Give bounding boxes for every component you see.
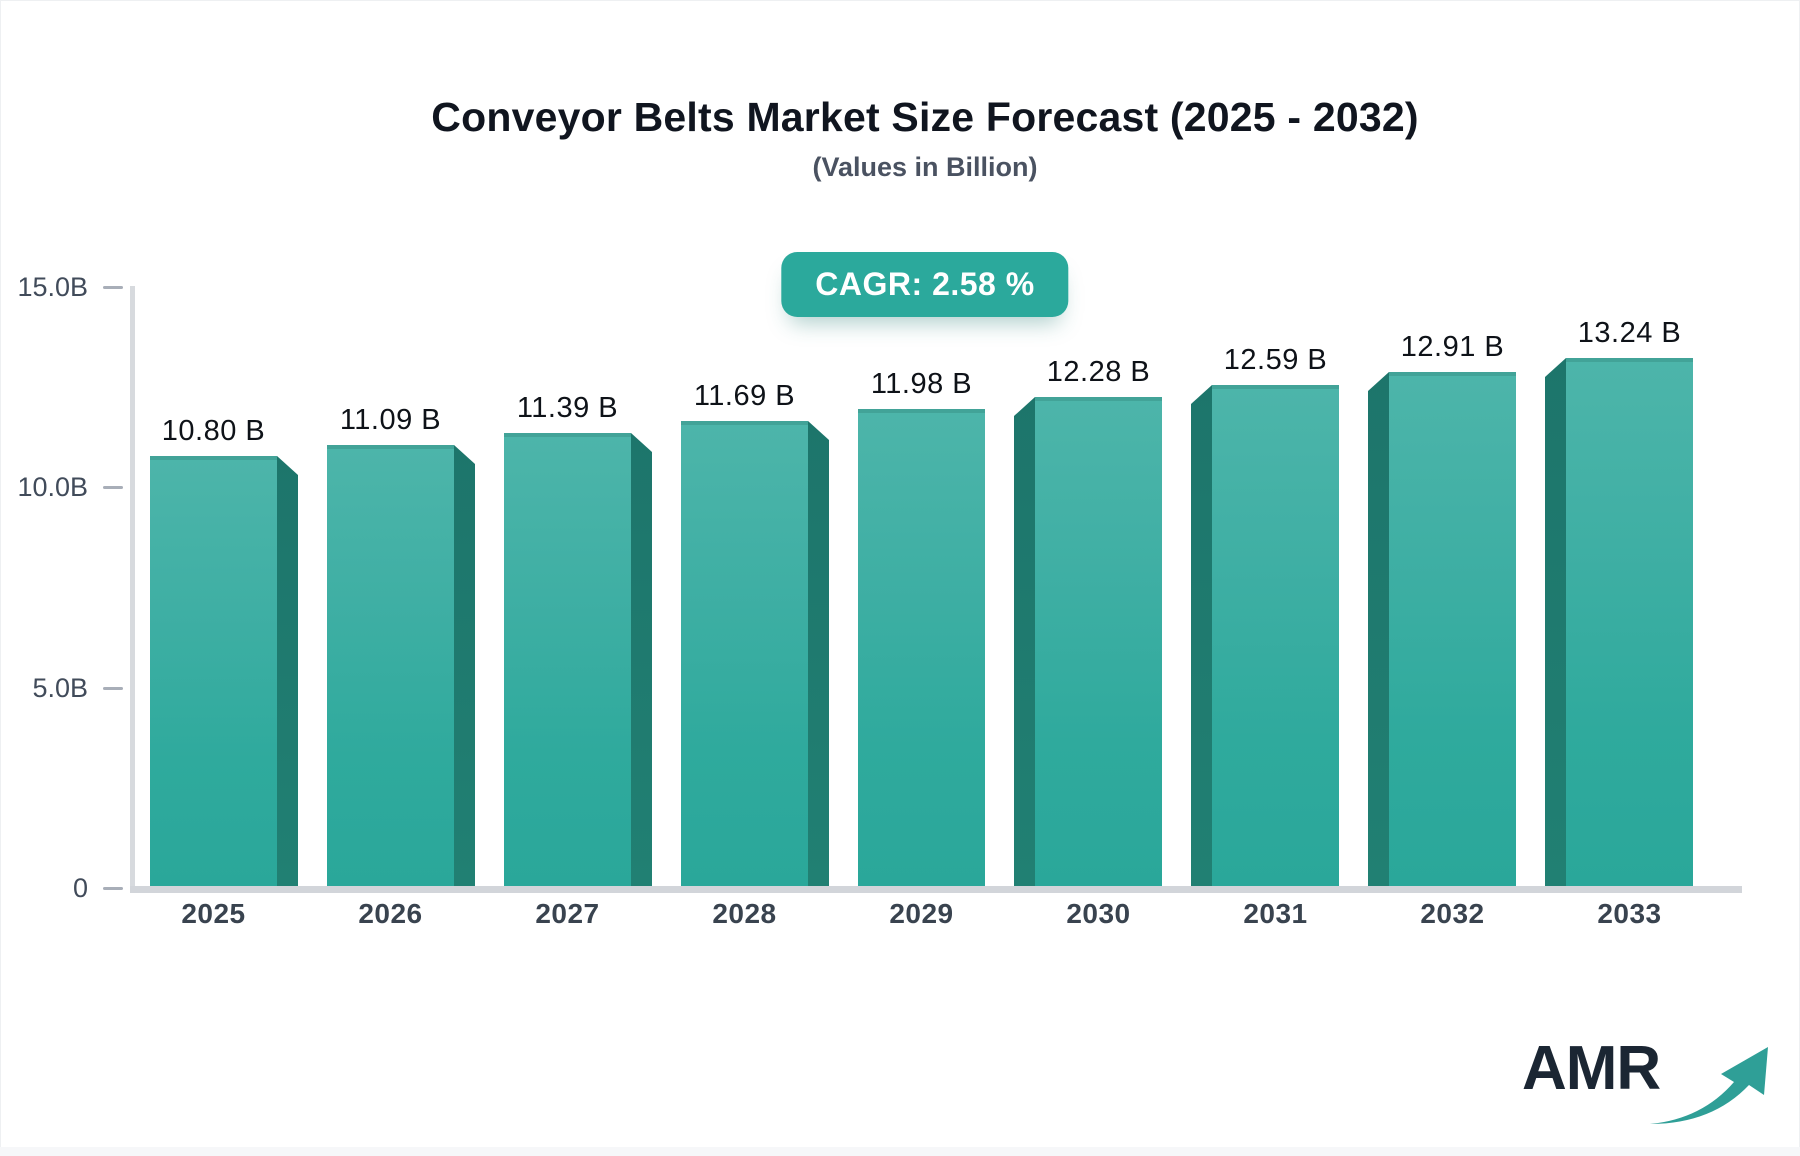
bar-side-shade-2028 [808,421,829,889]
x-tick-label: 2032 [1420,898,1485,929]
bar-2027 [504,433,631,889]
bar-2026 [327,445,454,889]
growth-arrow-icon [1648,1040,1780,1137]
bar-value-label: 11.98 B [870,368,973,400]
bar-side-shade-2030 [1014,397,1035,889]
chart-subtitle: (Values in Billion) [812,152,1038,182]
x-tick-label: 2031 [1243,898,1308,929]
x-tick-label: 2030 [1066,898,1131,929]
bar-value-label: 12.59 B [1223,344,1328,376]
bar-2028 [681,421,808,889]
y-tick-label: 10.0B [17,472,88,502]
y-tick-label: 5.0B [32,673,88,703]
bar-side-shade-2033 [1545,358,1566,889]
bar-value-label: 12.91 B [1400,331,1505,363]
y-tick-dash [103,486,123,489]
bar-2025 [150,456,277,889]
x-tick-label: 2026 [358,898,423,929]
bar-2029 [858,409,985,889]
bar-value-label: 11.39 B [516,392,619,424]
bar-value-label: 12.28 B [1046,356,1151,388]
bar-value-label: 13.24 B [1577,317,1682,349]
y-tick-dash [103,887,123,890]
x-tick-label: 2033 [1597,898,1662,929]
bottom-edge-band [0,1147,1800,1156]
bar-side-shade-2031 [1191,385,1212,889]
x-tick-label: 2025 [181,898,246,929]
cagr-badge: CAGR: 2.58 % [781,252,1069,317]
x-tick-label: 2029 [889,898,954,929]
chart-title: Conveyor Belts Market Size Forecast (202… [431,94,1419,140]
y-axis-line [130,286,135,893]
bar-value-label: 11.69 B [693,380,796,412]
bar-2033 [1566,358,1693,889]
bar-2031 [1212,385,1339,889]
bar-value-label: 10.80 B [161,415,266,447]
amr-logo: AMR [1522,1034,1780,1137]
bar-side-shade-2025 [277,456,298,889]
y-tick-dash [103,687,123,690]
bar-side-shade-2032 [1368,372,1389,889]
x-tick-label: 2028 [712,898,777,929]
bar-side-shade-2026 [454,445,475,889]
bar-value-label: 11.09 B [339,404,442,436]
y-tick-label: 0 [72,873,88,903]
bar-side-shade-2027 [631,433,652,889]
amr-logo-text: AMR [1522,1034,1661,1103]
bar-2030 [1035,397,1162,889]
x-axis-baseline [130,886,1742,893]
x-tick-label: 2027 [535,898,600,929]
y-tick-label: 15.0B [17,272,88,302]
bar-2032 [1389,372,1516,889]
y-tick-dash [103,286,123,289]
